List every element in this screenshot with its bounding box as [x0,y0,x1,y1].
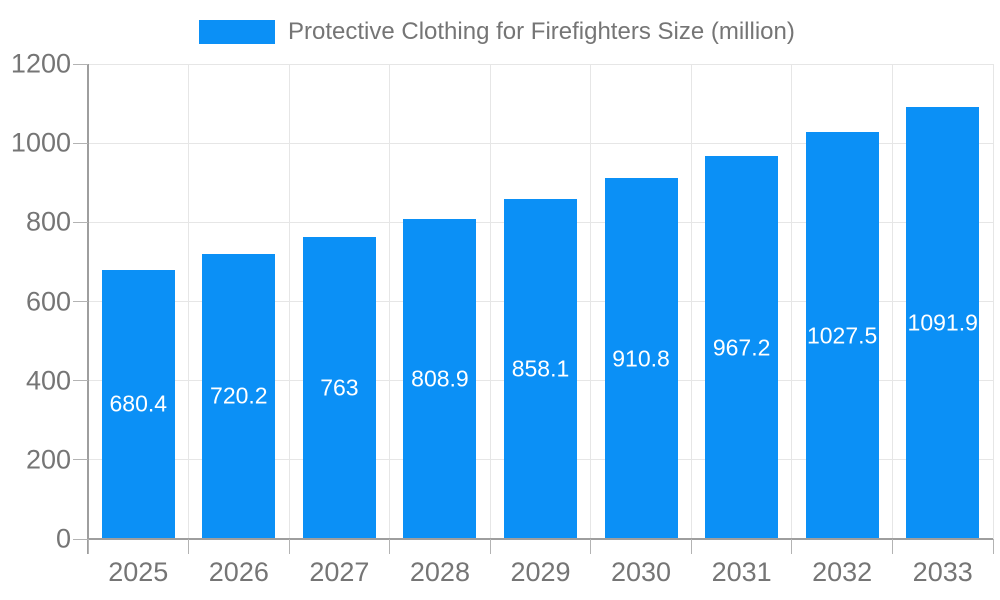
legend-label: Protective Clothing for Firefighters Siz… [288,18,795,45]
y-axis-label: 1200 [10,48,71,79]
y-axis-label: 0 [55,523,71,554]
x-axis-tick [690,539,692,554]
h-gridline [88,142,993,144]
bar-value-label: 858.1 [511,355,570,382]
bar-value-label: 910.8 [612,345,670,372]
x-axis-tick [590,539,592,554]
x-axis-tick [489,539,491,554]
x-axis-line [88,538,993,540]
x-axis-label: 2031 [711,557,772,587]
v-gridline [891,64,893,539]
bar-2026[interactable] [202,253,276,539]
x-axis-tick [288,539,290,554]
bar-value-label: 967.2 [712,334,771,361]
v-gridline [188,64,190,539]
y-axis-label: 600 [25,286,71,316]
y-axis-line [87,64,89,554]
bar-2029[interactable] [504,199,577,539]
y-axis-tick [73,380,88,382]
x-axis-tick [389,539,391,554]
x-axis-label: 2033 [912,557,973,587]
x-axis-tick [87,539,89,554]
bar-value-label: 680.4 [109,390,168,417]
bar-2033[interactable] [906,106,980,539]
x-axis-tick [188,539,190,554]
legend-item[interactable]: Protective Clothing for Firefighters Siz… [199,16,795,48]
v-gridline [992,64,994,539]
bar-value-label: 1027.5 [806,322,878,349]
y-axis-label: 1000 [10,127,71,158]
v-gridline [690,64,692,539]
y-axis-label: 400 [25,365,71,396]
bar-2032[interactable] [805,132,879,539]
x-axis-label: 2030 [611,557,672,587]
x-axis-tick [791,539,793,554]
bar-2031[interactable] [705,156,779,539]
v-gridline [389,64,391,539]
x-axis-label: 2032 [812,557,873,587]
x-axis-label: 2025 [108,557,169,587]
bar-value-label: 1091.9 [907,309,978,336]
v-gridline [590,64,592,539]
v-gridline [489,64,491,539]
legend-swatch [199,20,275,44]
v-gridline [791,64,793,539]
y-axis-tick [73,301,88,302]
x-axis-tick [891,539,893,554]
y-axis-tick [73,538,88,540]
x-axis-tick [992,539,994,554]
bar-value-label: 808.9 [411,365,469,392]
x-axis-label: 2029 [510,557,571,587]
y-axis-tick [73,142,88,144]
x-axis-label: 2028 [409,557,470,587]
bar-2030[interactable] [604,178,678,539]
y-axis-tick [73,459,88,461]
bar-value-label: 720.2 [210,382,268,409]
x-axis-label: 2026 [208,557,269,587]
h-gridline [88,63,993,65]
bar-2025[interactable] [101,269,175,539]
bar-2027[interactable] [302,236,376,539]
x-axis-label: 2027 [309,557,370,587]
y-axis-tick [73,63,88,65]
v-gridline [288,64,290,539]
y-axis-label: 200 [25,444,71,475]
bar-value-label: 763 [320,374,359,401]
y-axis-tick [73,221,88,223]
y-axis-label: 800 [25,206,71,237]
bar-2028[interactable] [403,218,477,539]
